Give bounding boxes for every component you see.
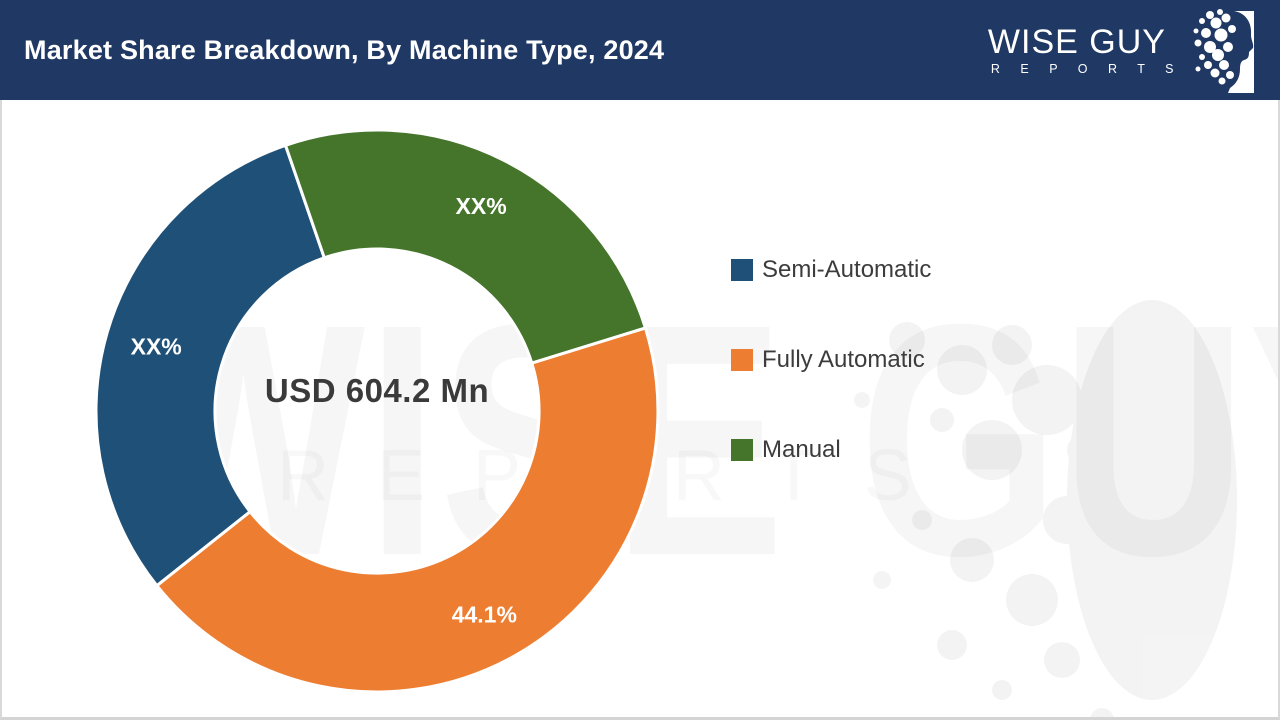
legend-swatch-fully-automatic <box>731 349 753 371</box>
page-title: Market Share Breakdown, By Machine Type,… <box>24 34 665 65</box>
legend-swatch-manual <box>731 439 753 461</box>
legend-label: Semi-Automatic <box>762 256 932 283</box>
logo-subtitle: R E P O R T S <box>990 61 1182 76</box>
donut-slice-semi-automatic <box>94 143 326 588</box>
legend-swatch-semi-automatic <box>731 259 753 281</box>
logo-wordmark: WISE GUY <box>987 22 1166 61</box>
donut-chart: XX% 44.1% XX% <box>87 120 667 702</box>
header-bar: Market Share Breakdown, By Machine Type,… <box>0 0 1280 100</box>
donut-center-value: USD 604.2 Mn <box>264 372 490 409</box>
donut-svg: XX% 44.1% XX% <box>94 128 660 694</box>
logo-face-icon <box>1193 9 1254 93</box>
legend-item-fully-automatic: Fully Automatic <box>731 346 931 373</box>
donut-slice-fully-automatic <box>155 326 660 694</box>
logo-text: WISE GUY R E P O R T S <box>988 25 1182 76</box>
slice-label-fully-automatic: 44.1% <box>452 601 517 627</box>
legend-item-manual: Manual <box>731 436 931 463</box>
slice-label-semi-automatic: XX% <box>131 334 182 360</box>
donut-slice-manual <box>284 128 647 365</box>
legend-label: Manual <box>762 436 841 463</box>
legend-label: Fully Automatic <box>762 346 925 373</box>
slice-label-manual: XX% <box>456 193 507 219</box>
legend: Semi-Automatic Fully Automatic Manual <box>731 256 932 528</box>
legend-item-semi-automatic: Semi-Automatic <box>731 256 932 283</box>
wise-guy-logo: WISE GUY R E P O R T S <box>988 7 1254 93</box>
